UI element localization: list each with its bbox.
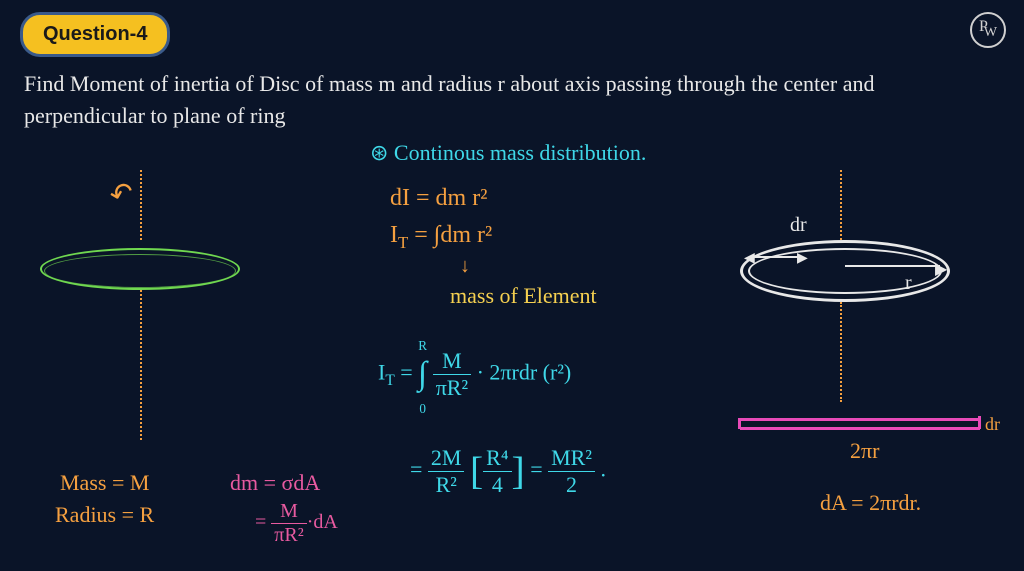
strip-length-label: 2πr (850, 438, 879, 464)
disc-rotation-arrow: ↶ (106, 175, 137, 214)
heading-continuous: ⊛ Continous mass distribution. (370, 140, 646, 166)
eq4-f2d: 2 (548, 472, 595, 498)
disc-axis-bottom (140, 290, 142, 440)
eq-main-integral: IT = R∫0 MπR² · 2πrdr (r²) (378, 330, 571, 419)
strip-bottom (740, 427, 980, 430)
eq3-eq: = (395, 360, 418, 385)
eq-IT-integral: IT = ∫dm r² (390, 222, 492, 253)
logo-w: W (984, 25, 997, 41)
eq4-f2n: MR² (548, 445, 595, 472)
eq2-I: I (390, 222, 398, 248)
ring-dr-arrowhead-r: ▶ (797, 250, 808, 267)
eq3-lower: 0 (419, 401, 426, 416)
eq-result: = 2MR² [R⁴4] = MR²2 . (410, 445, 606, 498)
ring-dr-label: dr (790, 214, 807, 237)
ring-radius-arrowhead: ▶ (935, 259, 947, 279)
eq4-f1d: R² (428, 472, 465, 498)
ring-dr-arrowhead-l: ◀ (744, 250, 755, 267)
disc-outline-inner (44, 254, 236, 288)
eq4-f1n: 2M (428, 445, 465, 472)
mass-label: Mass = M (60, 470, 149, 496)
ring-dr-arrow (750, 256, 800, 258)
eq-dI: dI = dm r² (390, 185, 487, 212)
dm2-post: ·dA (307, 511, 338, 533)
eq4-midd: 4 (483, 472, 511, 498)
eq3-upper: R (418, 338, 427, 353)
ring-inner (748, 248, 942, 294)
question-prompt: Find Moment of inertia of Disc of mass m… (24, 68, 964, 132)
eq2-rhs: = ∫dm r² (408, 222, 492, 248)
ring-r-label: r (905, 272, 912, 295)
ring-radius-arrow (845, 265, 940, 267)
eq3-rest: · 2πrdr (r²) (477, 360, 572, 385)
eq3-den: πR² (433, 375, 471, 401)
mass-element-label: mass of Element (450, 283, 597, 309)
eq4-eq: = (530, 457, 548, 482)
dA-label: dA = 2πrdr. (820, 490, 921, 516)
pw-logo: PW (970, 12, 1006, 48)
dm2-den: πR² (271, 524, 306, 547)
eq4-pre: = (410, 457, 428, 482)
ring-axis-top (840, 170, 842, 240)
dm2-num: M (271, 500, 306, 524)
strip-left (738, 418, 741, 429)
eq3-num: M (433, 348, 471, 375)
disc-axis-top (140, 170, 142, 240)
eq4-dot: . (595, 457, 606, 482)
eq2-sub: T (398, 233, 408, 252)
strip-top (740, 418, 980, 421)
radius-label: Radius = R (55, 502, 154, 528)
ring-axis-bottom (840, 302, 842, 402)
arrow-down-icon: ↓ (460, 255, 470, 278)
eq4-midn: R⁴ (483, 445, 511, 472)
strip-right (978, 416, 981, 429)
question-badge: Question-4 (20, 12, 170, 57)
dm-eq2: = MπR²·dA (255, 500, 338, 547)
dm-eq1: dm = σdA (230, 470, 320, 496)
dm2-pre: = (255, 511, 271, 533)
eq3-sub: T (385, 372, 394, 389)
strip-dr-label: dr (985, 414, 1000, 435)
